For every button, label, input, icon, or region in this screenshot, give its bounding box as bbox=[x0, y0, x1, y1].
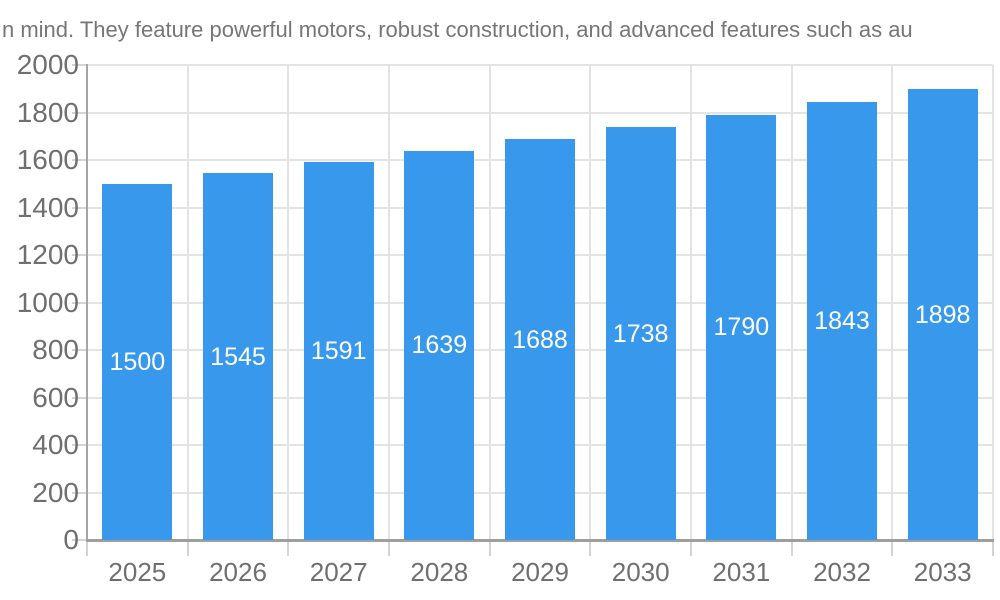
y-tick-label: 1600 bbox=[16, 144, 79, 175]
x-tick-label: 2028 bbox=[410, 557, 469, 587]
x-tick-label: 2031 bbox=[712, 557, 771, 587]
bar bbox=[203, 173, 273, 540]
bar bbox=[505, 139, 575, 540]
y-tick bbox=[72, 491, 87, 494]
bar-value-label: 1545 bbox=[210, 342, 266, 371]
bar-value-label: 1843 bbox=[814, 307, 870, 336]
x-tick bbox=[891, 540, 894, 556]
x-gridline bbox=[690, 65, 692, 540]
x-tick bbox=[690, 540, 692, 556]
y-tick bbox=[72, 206, 87, 209]
y-tick-label: 800 bbox=[32, 334, 79, 365]
x-tick bbox=[388, 540, 390, 556]
x-gridline bbox=[589, 65, 592, 540]
y-tick-label: 600 bbox=[32, 381, 79, 413]
x-axis-line bbox=[86, 539, 994, 542]
y-tick-label: 1200 bbox=[16, 239, 79, 270]
bar bbox=[404, 150, 475, 540]
x-gridline bbox=[488, 65, 491, 540]
y-tick bbox=[72, 349, 87, 351]
y-tick bbox=[72, 254, 87, 256]
y-tick-label: 1400 bbox=[16, 191, 79, 223]
y-tick bbox=[72, 301, 87, 304]
bar bbox=[907, 89, 978, 540]
x-gridline bbox=[287, 65, 290, 540]
y-tick bbox=[72, 539, 87, 541]
x-tick-label: 2025 bbox=[108, 557, 167, 587]
x-tick bbox=[86, 540, 88, 556]
bar-value-label: 1688 bbox=[512, 325, 568, 354]
y-tick bbox=[72, 159, 87, 161]
bar bbox=[303, 162, 374, 540]
y-tick bbox=[72, 444, 87, 446]
y-tick bbox=[72, 396, 87, 399]
y-tick-label: 400 bbox=[32, 429, 79, 460]
y-tick bbox=[72, 64, 87, 66]
y-tick-label: 200 bbox=[32, 476, 79, 508]
x-tick-label: 2026 bbox=[209, 557, 267, 587]
x-tick-label: 2029 bbox=[511, 557, 569, 587]
bar bbox=[706, 114, 777, 540]
y-gridline bbox=[87, 64, 993, 66]
x-tick bbox=[287, 540, 290, 556]
y-tick-label: 2000 bbox=[16, 49, 79, 80]
y-tick bbox=[72, 111, 87, 114]
x-gridline bbox=[186, 65, 189, 540]
x-gridline bbox=[388, 65, 390, 540]
bar bbox=[605, 127, 676, 540]
bar bbox=[102, 183, 173, 540]
y-tick-label: 1800 bbox=[16, 96, 79, 128]
x-gridline bbox=[790, 65, 793, 540]
x-tick bbox=[488, 540, 491, 556]
x-tick-label: 2030 bbox=[611, 557, 670, 587]
bar-value-label: 1639 bbox=[411, 331, 468, 360]
bar-value-label: 1790 bbox=[713, 313, 770, 342]
x-tick-label: 2033 bbox=[913, 557, 972, 587]
bar-value-label: 1738 bbox=[612, 319, 669, 348]
x-gridline bbox=[992, 65, 994, 540]
y-tick-label: 1000 bbox=[16, 286, 79, 318]
x-tick-label: 2027 bbox=[309, 557, 368, 587]
y-axis-line bbox=[86, 64, 88, 541]
chart-title: n mind. They feature powerful motors, ro… bbox=[2, 17, 913, 42]
x-tick bbox=[589, 540, 592, 556]
bar-value-label: 1898 bbox=[914, 300, 971, 329]
y-tick-label: 0 bbox=[63, 524, 79, 555]
x-tick bbox=[992, 540, 994, 556]
y-gridline bbox=[87, 111, 993, 114]
x-gridline bbox=[891, 65, 894, 540]
x-tick bbox=[186, 540, 189, 556]
x-tick-label: 2032 bbox=[813, 557, 871, 587]
bar-value-label: 1500 bbox=[109, 347, 166, 376]
bar bbox=[807, 102, 877, 540]
x-tick bbox=[790, 540, 793, 556]
bar-value-label: 1591 bbox=[310, 337, 367, 366]
